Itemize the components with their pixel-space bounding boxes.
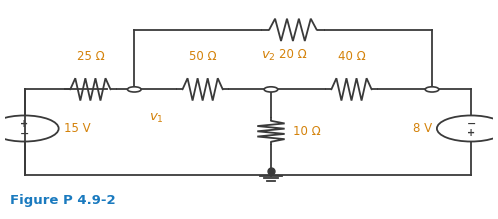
Text: 40 Ω: 40 Ω [338, 50, 366, 63]
Text: 20 Ω: 20 Ω [279, 48, 307, 60]
Text: 10 Ω: 10 Ω [293, 125, 321, 138]
Circle shape [264, 87, 278, 92]
Text: $v_2$: $v_2$ [261, 50, 276, 63]
Text: −: − [20, 129, 29, 138]
Text: Figure P 4.9-2: Figure P 4.9-2 [10, 194, 116, 207]
Text: 25 Ω: 25 Ω [77, 50, 104, 63]
Text: −: − [466, 118, 476, 129]
Text: 15 V: 15 V [64, 122, 90, 135]
Circle shape [425, 87, 439, 92]
Circle shape [127, 87, 141, 92]
Text: +: + [20, 118, 28, 129]
Text: $v_1$: $v_1$ [149, 112, 164, 125]
Text: 8 V: 8 V [413, 122, 432, 135]
Text: 50 Ω: 50 Ω [189, 50, 217, 63]
Text: +: + [467, 129, 475, 138]
